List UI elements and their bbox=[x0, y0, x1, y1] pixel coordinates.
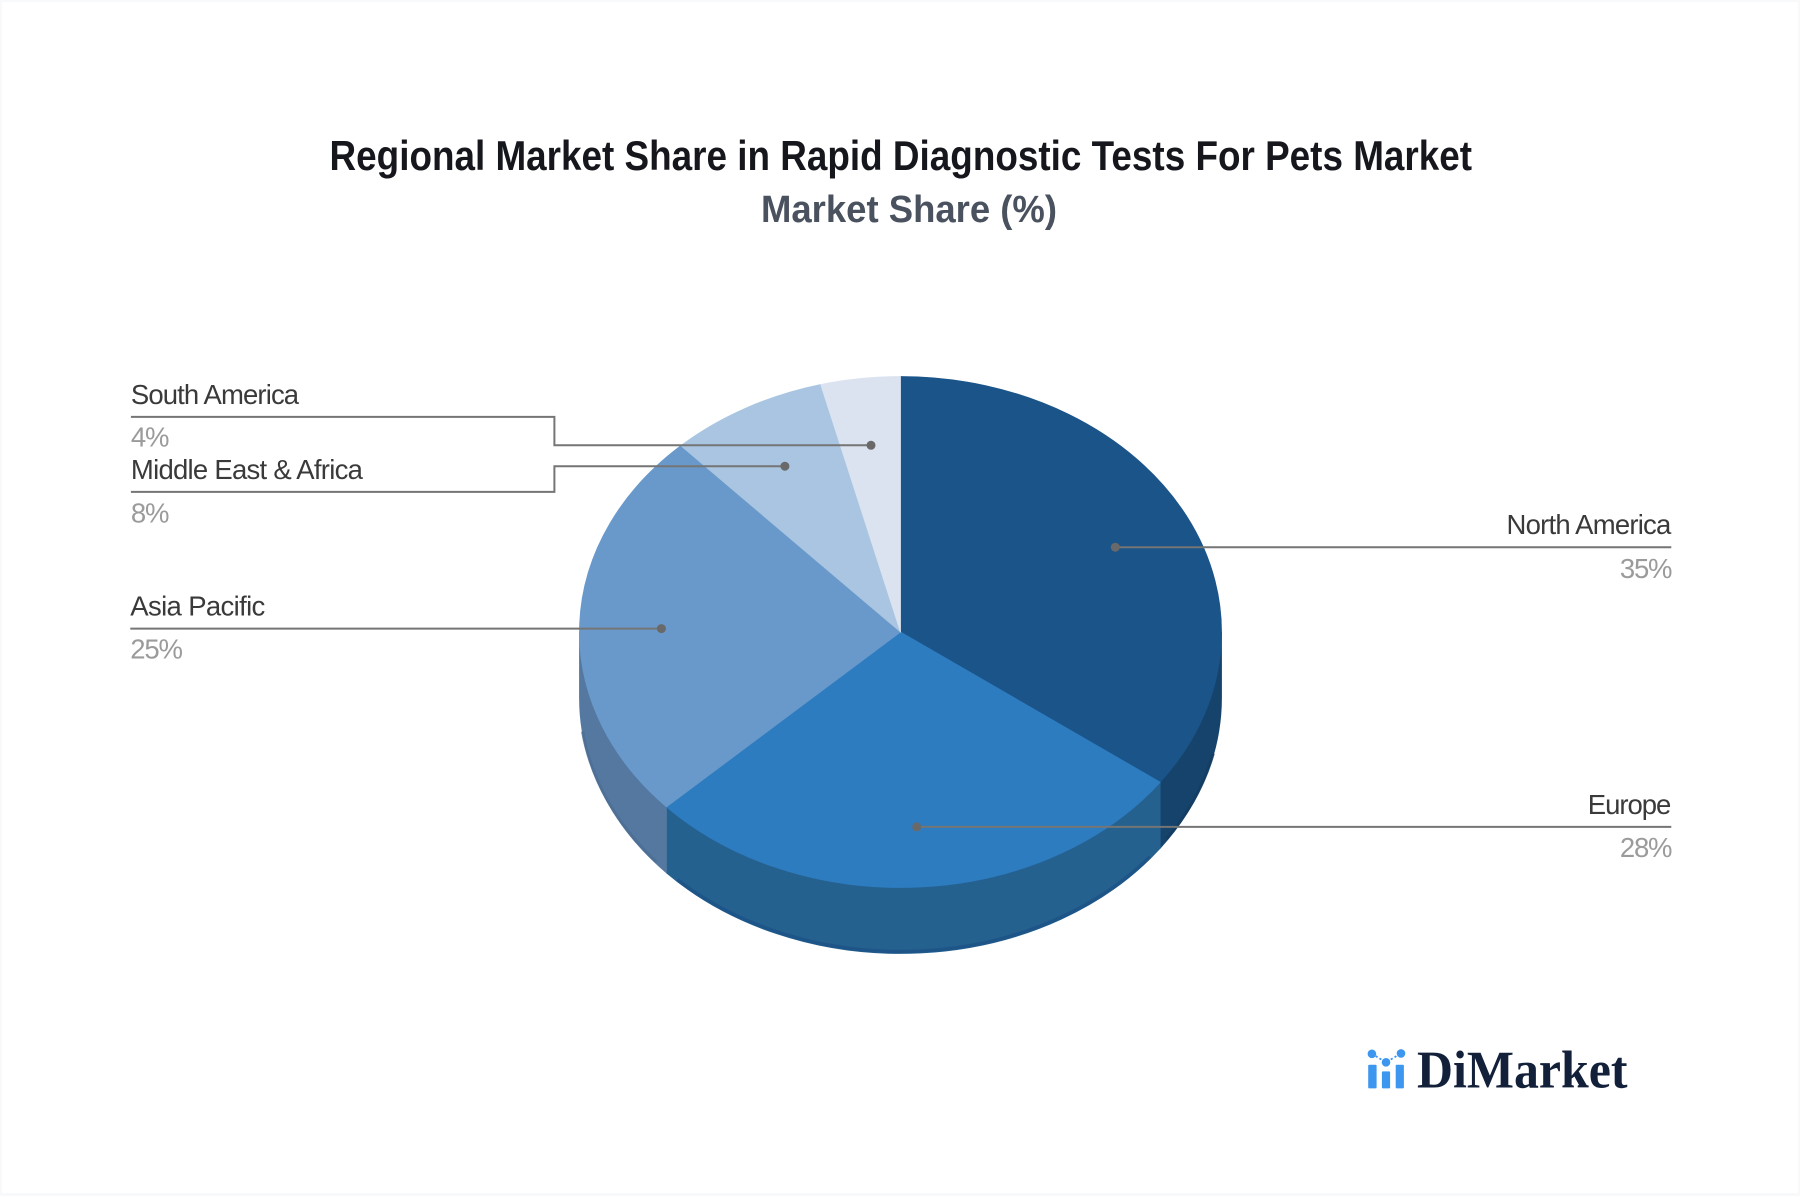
svg-text:Middle East & Africa: Middle East & Africa bbox=[131, 454, 364, 485]
svg-text:4%: 4% bbox=[131, 421, 169, 452]
svg-text:25%: 25% bbox=[130, 634, 182, 665]
svg-text:Asia Pacific: Asia Pacific bbox=[130, 591, 265, 622]
svg-text:8%: 8% bbox=[131, 497, 169, 528]
svg-text:Regional Market Share in Rapid: Regional Market Share in Rapid Diagnosti… bbox=[330, 132, 1473, 179]
svg-text:DiMarket: DiMarket bbox=[1417, 1042, 1628, 1100]
svg-text:Market Share (%): Market Share (%) bbox=[761, 189, 1057, 231]
svg-text:North America: North America bbox=[1507, 509, 1673, 540]
svg-text:28%: 28% bbox=[1620, 832, 1672, 863]
svg-text:35%: 35% bbox=[1620, 553, 1672, 584]
svg-text:Europe: Europe bbox=[1588, 789, 1672, 820]
svg-text:South America: South America bbox=[131, 379, 300, 410]
